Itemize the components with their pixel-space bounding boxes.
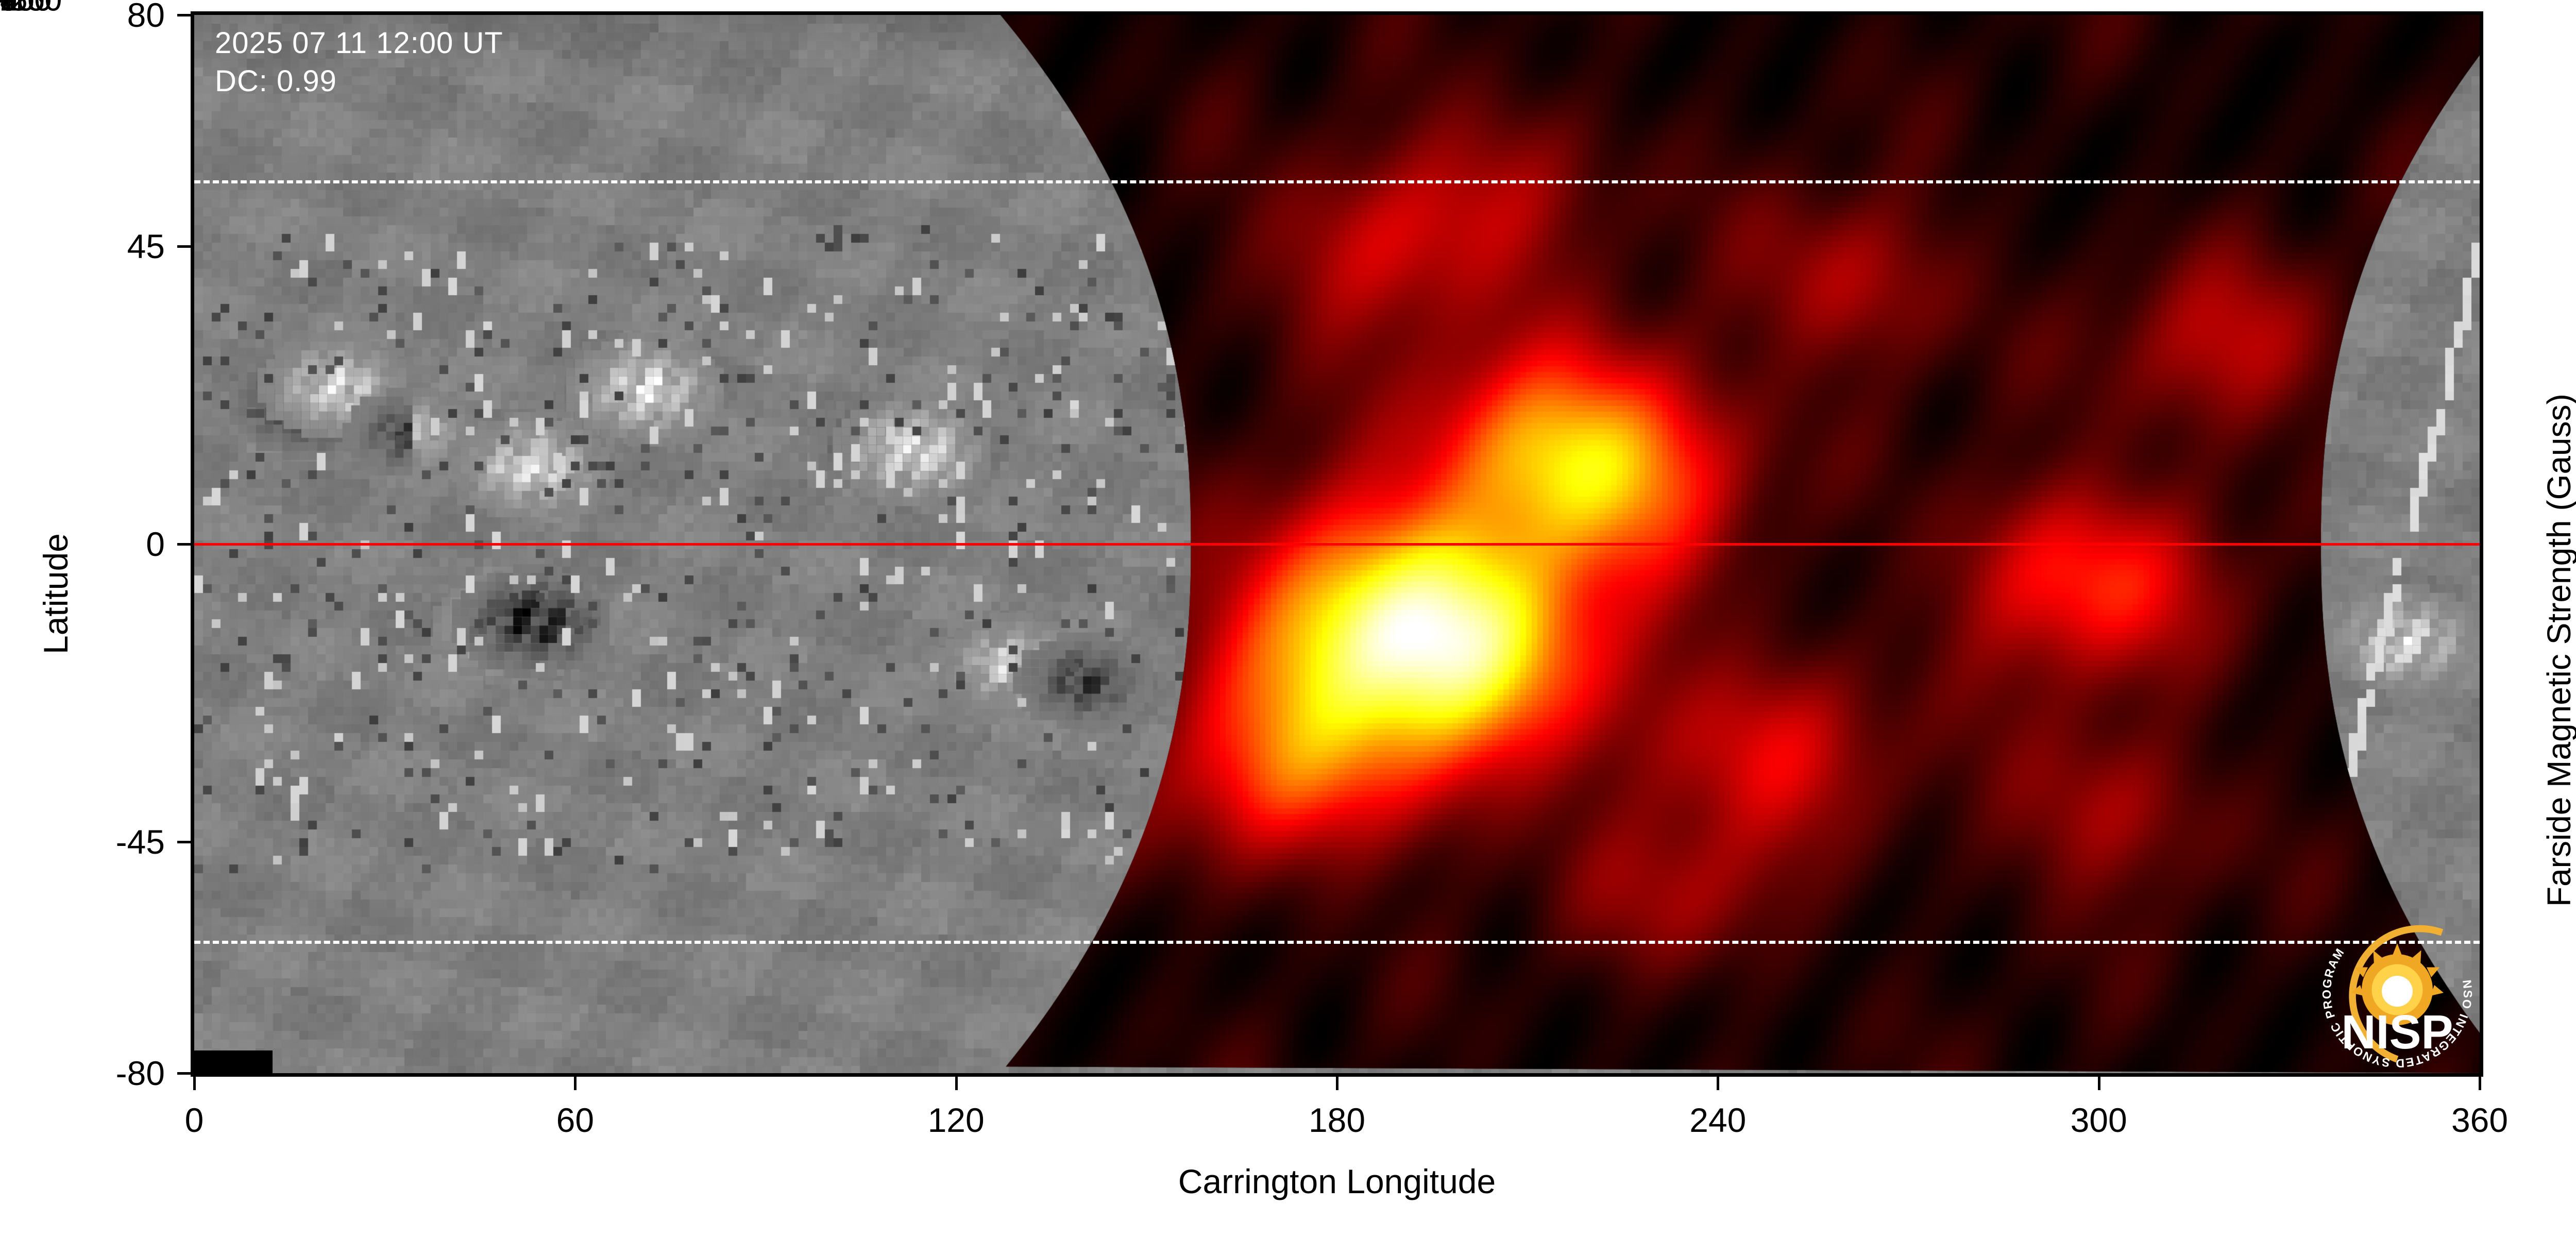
timestamp-label: 2025 07 11 12:00 UT <box>215 26 503 60</box>
colorbar-tick-label: 0 <box>0 0 18 18</box>
y-axis-title: Latitude <box>37 533 75 654</box>
x-tick-label: 360 <box>2451 1101 2509 1139</box>
equator-line <box>194 543 2480 546</box>
colorbar-tick-label: 700 <box>0 0 52 18</box>
colorbar-tick-label: 400 <box>0 0 52 18</box>
x-tick-label: 180 <box>1308 1101 1366 1139</box>
y-tick-label: 0 <box>146 525 165 563</box>
y-tick-label: -45 <box>115 822 165 861</box>
x-tick-label: 240 <box>1689 1101 1747 1139</box>
y-tick <box>177 1072 191 1075</box>
colorbar-tick-label: 0 <box>0 0 18 18</box>
x-axis-title: Carrington Longitude <box>1178 1162 1496 1200</box>
x-tick <box>955 1077 958 1090</box>
y-tick <box>177 14 191 16</box>
colorbar-tick-label: -150 <box>0 0 62 18</box>
x-tick-label: 0 <box>184 1101 204 1139</box>
nisp-acronym: NISP <box>2341 1005 2453 1059</box>
y-tick <box>177 840 191 843</box>
y-tick <box>177 245 191 248</box>
x-tick <box>1336 1077 1338 1090</box>
y-tick <box>177 543 191 546</box>
x-tick-label: 60 <box>556 1101 595 1139</box>
x-tick <box>2097 1077 2100 1090</box>
northern-reference-line <box>194 180 2480 183</box>
x-tick-label: 120 <box>927 1101 985 1139</box>
colorbar-tick-label: -200 <box>0 0 62 18</box>
x-tick <box>1717 1077 1720 1090</box>
colorbar-tick-label: 300 <box>0 0 52 18</box>
nisp-logo: NSO INTEGRATED SYNOPTIC PROGRAM NISP <box>2320 925 2473 1070</box>
plot-area: 2025 07 11 12:00 UT DC: 0.99 <box>191 11 2483 1077</box>
y-tick-label: -80 <box>115 1054 165 1092</box>
y-tick-label: 45 <box>127 227 165 266</box>
colorbar-tick-label: 100 <box>0 0 52 18</box>
colorbar-tick-label: 200 <box>0 0 52 18</box>
colorbar-tick-label: 600 <box>0 0 52 18</box>
farside-colorbar-title: Farside Magnetic Strength (Gauss) <box>2540 394 2576 907</box>
colorbar-tick-label: -100 <box>0 0 62 18</box>
data-coverage-label: DC: 0.99 <box>215 64 337 98</box>
y-tick-label: 80 <box>127 0 165 34</box>
colorbar-tick-label: 50 <box>0 0 35 18</box>
colorbar-tick-label: 500 <box>0 0 52 18</box>
colorbar-tick-label: 150 <box>0 0 52 18</box>
annotation-block: 2025 07 11 12:00 UT DC: 0.99 <box>215 24 503 100</box>
southern-reference-line <box>194 941 2480 944</box>
colorbar-tick-label: 800 <box>0 0 52 18</box>
x-tick-label: 300 <box>2070 1101 2127 1139</box>
colorbar-tick-label: -50 <box>0 0 45 18</box>
colorbar-tick-label: 200 <box>0 0 52 18</box>
colorbar-tick <box>0 0 13 3</box>
x-tick <box>193 1077 196 1090</box>
x-tick <box>2479 1077 2481 1090</box>
colorbar-tick-label: 100 <box>0 0 52 18</box>
polar-no-data-cap <box>194 1050 273 1073</box>
x-tick <box>574 1077 577 1090</box>
